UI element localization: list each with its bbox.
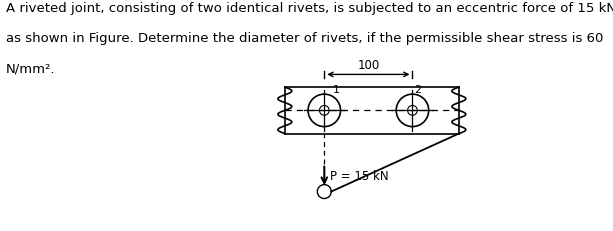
Text: 1: 1 — [332, 85, 340, 95]
Text: A riveted joint, consisting of two identical rivets, is subjected to an eccentri: A riveted joint, consisting of two ident… — [6, 2, 613, 15]
Text: N/mm².: N/mm². — [6, 62, 56, 75]
Text: as shown in Figure. Determine the diameter of rivets, if the permissible shear s: as shown in Figure. Determine the diamet… — [6, 32, 604, 45]
Text: P = 15 kN: P = 15 kN — [330, 169, 389, 182]
Text: 2: 2 — [414, 85, 421, 95]
Text: 100: 100 — [357, 59, 379, 72]
